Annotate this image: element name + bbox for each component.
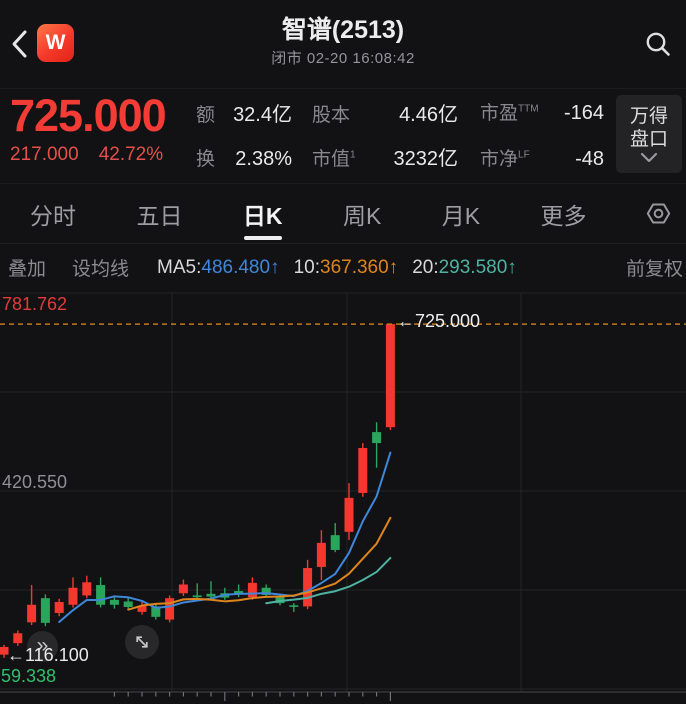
set-ma-button[interactable]: 设均线 <box>72 259 130 280</box>
y-label-high: 781.762 <box>2 294 68 314</box>
stat-label: 市值1 <box>312 149 356 170</box>
tab-minute[interactable]: 分时 <box>30 202 76 229</box>
stat-label: 市净LF <box>480 149 530 170</box>
stat-item: 换 2.38% <box>196 144 292 171</box>
overlay-button[interactable]: 叠加 <box>8 259 47 280</box>
price-block: 725.000 217.000 42.72% <box>10 90 167 166</box>
hexagon-settings-icon <box>646 203 671 224</box>
stat-column: 市盈TTM -164 市净LF -48 <box>480 89 604 183</box>
indicator-toolbar: 叠加 设均线 MA5: 486.480↑ 10: 367.360↑ 20: 293.580… <box>0 245 686 290</box>
market-status: 闭市 02-20 16:08:42 <box>271 50 415 67</box>
order-book-label-2: 盘口 <box>629 128 668 150</box>
ma-values: MA5: 486.480↑ 10: 367.360↑ 20: 293.580↑ <box>157 257 531 279</box>
kline-chart-area: » 781.762 420.550 ←116.100 59.338 ←725.000 <box>0 290 686 704</box>
header: W 智谱(2513) 闭市 02-20 16:08:42 <box>0 0 686 89</box>
stats-grid: 额 32.4亿换 2.38% 股本 4.46亿市值1 3232亿 市盈TTM -164 市净LF… <box>196 89 604 183</box>
stat-item: 股本 4.46亿 <box>312 98 458 127</box>
stat-column: 额 32.4亿换 2.38% <box>196 89 292 183</box>
low-price-marker: ←116.100 <box>7 645 89 665</box>
stat-label: 额 <box>196 105 216 126</box>
kline-chart[interactable] <box>0 290 686 704</box>
stat-item: 市净LF -48 <box>480 144 604 171</box>
change-row: 217.000 42.72% <box>10 144 166 166</box>
expand-diagonal-icon <box>136 636 148 648</box>
stat-value: 3232亿 <box>393 148 459 170</box>
stat-value: 2.38% <box>235 148 292 170</box>
stat-value: 32.4亿 <box>233 104 292 126</box>
ma-value: 486.480↑ <box>201 256 280 278</box>
last-price: 725.000 <box>10 90 167 141</box>
stat-value: -164 <box>563 102 604 124</box>
forward-adjusted-button[interactable]: 前复权 <box>625 259 683 280</box>
page-title: 智谱(2513) <box>281 16 405 44</box>
ma-name: 10: <box>293 256 320 278</box>
wind-order-book-button[interactable]: 万得 盘口 <box>616 95 682 173</box>
chevron-down-icon <box>640 152 658 162</box>
stat-item: 市盈TTM -164 <box>480 98 604 125</box>
tab-day-k[interactable]: 日K <box>241 184 285 243</box>
ma-value: 293.580↑ <box>438 256 517 278</box>
ma-name: MA5: <box>157 256 202 278</box>
back-chevron-icon <box>12 30 27 58</box>
y-label-low: 59.338 <box>1 666 57 686</box>
search-button[interactable] <box>640 26 676 62</box>
order-book-label-1: 万得 <box>629 105 668 127</box>
double-chevron-icon: » <box>36 633 49 657</box>
price-change-percent: 42.72% <box>98 144 164 165</box>
stat-item: 市值1 3232亿 <box>312 142 458 171</box>
title-block: 智谱(2513) 闭市 02-20 16:08:42 <box>0 14 686 70</box>
ma-value: 367.360↑ <box>320 256 399 278</box>
expand-chart-button[interactable] <box>125 625 159 659</box>
search-icon <box>646 32 670 56</box>
stat-item: 额 32.4亿 <box>196 98 292 127</box>
tab-week-k[interactable]: 周K <box>342 202 382 229</box>
stat-label: 市盈TTM <box>480 103 539 124</box>
stat-value: 4.46亿 <box>399 104 458 126</box>
ma-readout-2: 20: 293.580↑ <box>412 257 517 279</box>
stat-column: 股本 4.46亿市值1 3232亿 <box>312 89 458 183</box>
back-button[interactable] <box>4 24 36 64</box>
tab-five-day[interactable]: 五日 <box>136 202 183 229</box>
fast-forward-button[interactable]: » <box>27 631 58 662</box>
wind-logo: W <box>37 24 74 62</box>
tab-more[interactable]: 更多 <box>540 202 587 229</box>
quote-section: 725.000 217.000 42.72% 额 32.4亿换 2.38% 股本 4.4… <box>0 89 686 184</box>
ma-readout-0: MA5: 486.480↑ <box>157 257 280 279</box>
tab-month-k[interactable]: 月K <box>441 202 481 229</box>
y-label-mid: 420.550 <box>2 472 68 492</box>
price-change: 217.000 <box>10 144 79 165</box>
current-price-marker: ←725.000 <box>397 311 481 331</box>
ma-readout-1: 10: 367.360↑ <box>294 257 399 279</box>
stat-label: 股本 <box>312 105 351 126</box>
stat-label: 换 <box>196 149 216 170</box>
period-tabs: 分时 五日 日K 周K 月K 更多 <box>0 184 686 244</box>
stat-value: -48 <box>575 148 604 170</box>
chart-settings-button[interactable] <box>645 184 672 243</box>
ma-name: 20: <box>412 256 439 278</box>
